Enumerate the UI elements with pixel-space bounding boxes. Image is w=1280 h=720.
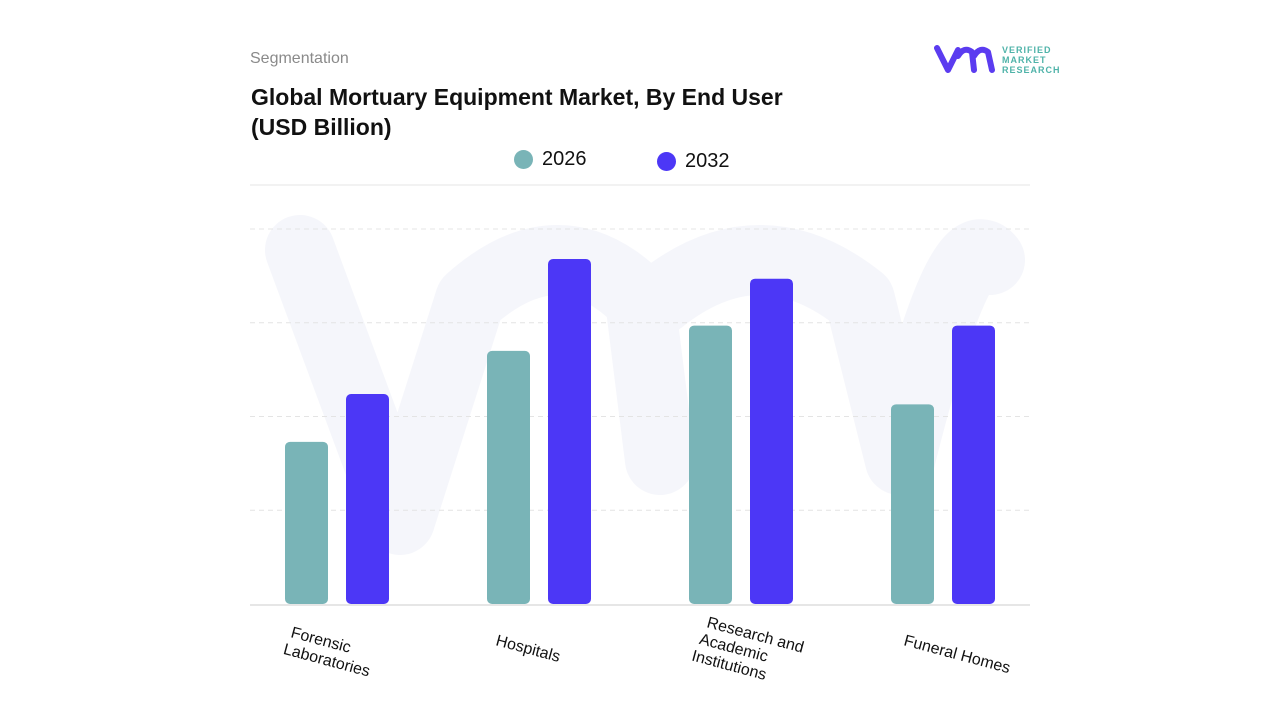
legend-label-2032: 2032 [685,150,730,172]
bar-2026-1 [487,350,530,604]
legend-item-2026: 2026 [514,148,587,171]
bar-2032-3 [952,325,995,604]
segment-label: Segmentation [250,50,349,67]
watermark [265,215,1025,555]
chart-title: Global Mortuary Equipment Market, By End… [251,82,851,142]
bar-2026-2 [689,325,732,604]
bar-2026-3 [891,404,934,604]
legend-swatch-2032 [657,152,676,171]
verified-market-research-logo: VERIFIED MARKET RESEARCH [934,42,1074,78]
x-tick-label: ForensicLaboratories [281,624,376,681]
svg-text:VERIFIED: VERIFIED [1002,45,1052,55]
legend-item-2032: 2032 [657,150,730,173]
x-tick-label: Hospitals [494,632,562,665]
x-tick-label: Research andAcademicInstitutions [690,613,806,692]
bar-2032-2 [750,278,793,604]
x-tick-label-line: Funeral Homes [902,632,1012,677]
legend: 2026 2032 [0,148,1280,178]
svg-text:MARKET: MARKET [1002,55,1047,65]
legend-label-2026: 2026 [542,148,587,170]
svg-text:RESEARCH: RESEARCH [1002,65,1061,75]
title-line-1: Global Mortuary Equipment Market, By End… [251,84,783,110]
title-line-2: (USD Billion) [251,114,392,140]
x-tick-label-line: Hospitals [494,632,562,665]
legend-swatch-2026 [514,150,533,169]
bar-2032-1 [548,259,591,604]
bar-2026-0 [285,441,328,604]
bar-2032-0 [346,394,389,604]
x-tick-label: Funeral Homes [902,632,1012,677]
